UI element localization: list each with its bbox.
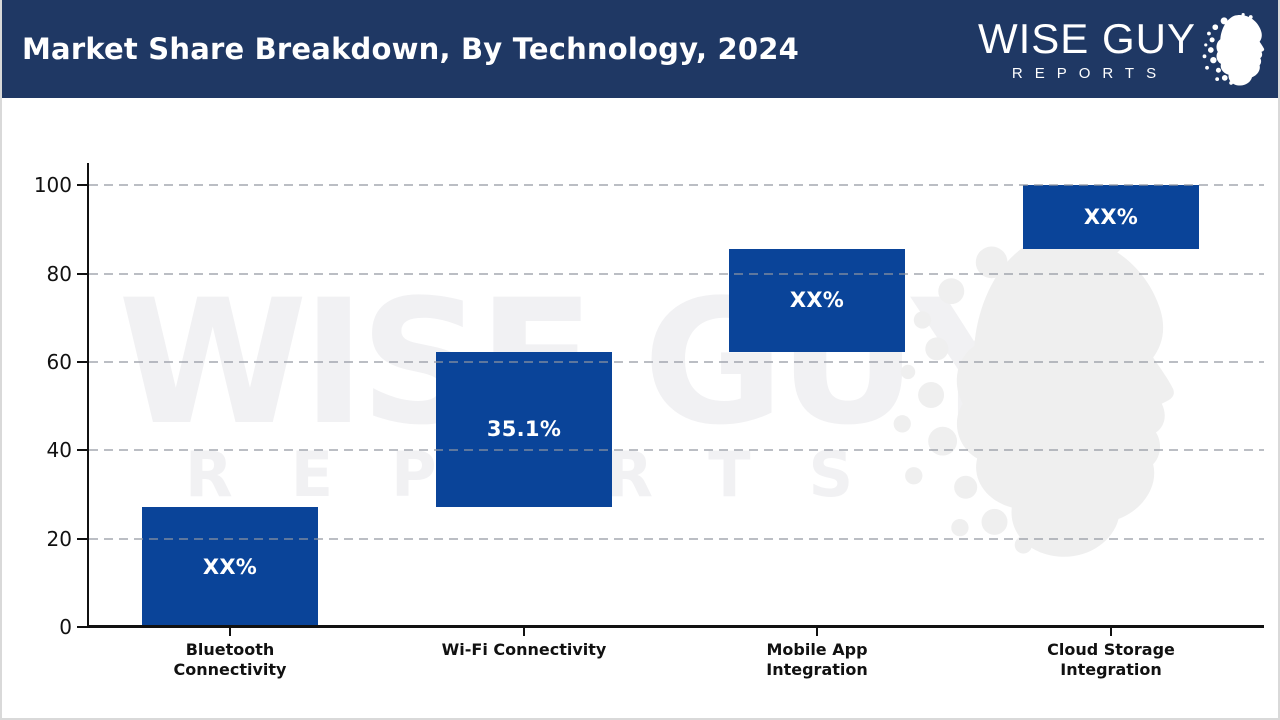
- gridline: [89, 449, 1264, 452]
- bar-value-label: XX%: [1083, 205, 1139, 230]
- x-axis-line: [87, 625, 1264, 628]
- gridline: [89, 272, 1264, 275]
- header-bar: Market Share Breakdown, By Technology, 2…: [0, 0, 1280, 98]
- x-axis-category-label: Cloud Storage Integration: [1047, 640, 1175, 679]
- gridline: [89, 537, 1264, 540]
- y-tick-label: 60: [46, 349, 72, 374]
- x-tick-mark: [1110, 628, 1112, 636]
- bar-value-label: XX%: [202, 554, 258, 579]
- x-tick-mark: [523, 628, 525, 636]
- y-axis-line: [87, 163, 89, 628]
- y-tick-mark: [77, 537, 87, 540]
- bar-wi-fi-connectivity: 35.1%: [436, 351, 612, 507]
- x-axis-category-label: Bluetooth Connectivity: [173, 640, 287, 679]
- logo-text: WISE GUY REPORTS: [977, 15, 1196, 83]
- bar-value-label: XX%: [789, 288, 845, 313]
- y-tick-mark: [77, 272, 87, 275]
- wise-guy-logo: WISE GUY REPORTS: [978, 8, 1266, 92]
- y-tick-mark: [77, 626, 87, 628]
- gridline: [89, 360, 1264, 363]
- y-tick-mark: [77, 360, 87, 363]
- x-axis-category-label: Wi-Fi Connectivity: [441, 640, 607, 659]
- logo-wise-guy-label: WISE GUY: [977, 15, 1196, 62]
- bar-cloud-storage-integration: XX%: [1023, 185, 1199, 249]
- y-tick-label: 0: [59, 615, 72, 639]
- y-tick-mark: [77, 449, 87, 452]
- y-tick-label: 80: [46, 261, 72, 286]
- page-title: Market Share Breakdown, By Technology, 2…: [22, 32, 800, 66]
- y-tick-label: 40: [46, 438, 72, 463]
- x-tick-mark: [229, 628, 231, 636]
- x-tick-mark: [816, 628, 818, 636]
- gridline: [89, 184, 1264, 187]
- bar-mobile-app-integration: XX%: [729, 248, 905, 352]
- x-axis-category-label: Mobile App Integration: [766, 640, 868, 679]
- bar-bluetooth-connectivity: XX%: [142, 506, 318, 627]
- y-tick-label: 100: [33, 173, 72, 198]
- bar-value-label: 35.1%: [486, 417, 562, 442]
- y-tick-mark: [77, 184, 87, 187]
- y-tick-label: 20: [46, 526, 72, 551]
- logo-reports-label: REPORTS: [1011, 65, 1169, 82]
